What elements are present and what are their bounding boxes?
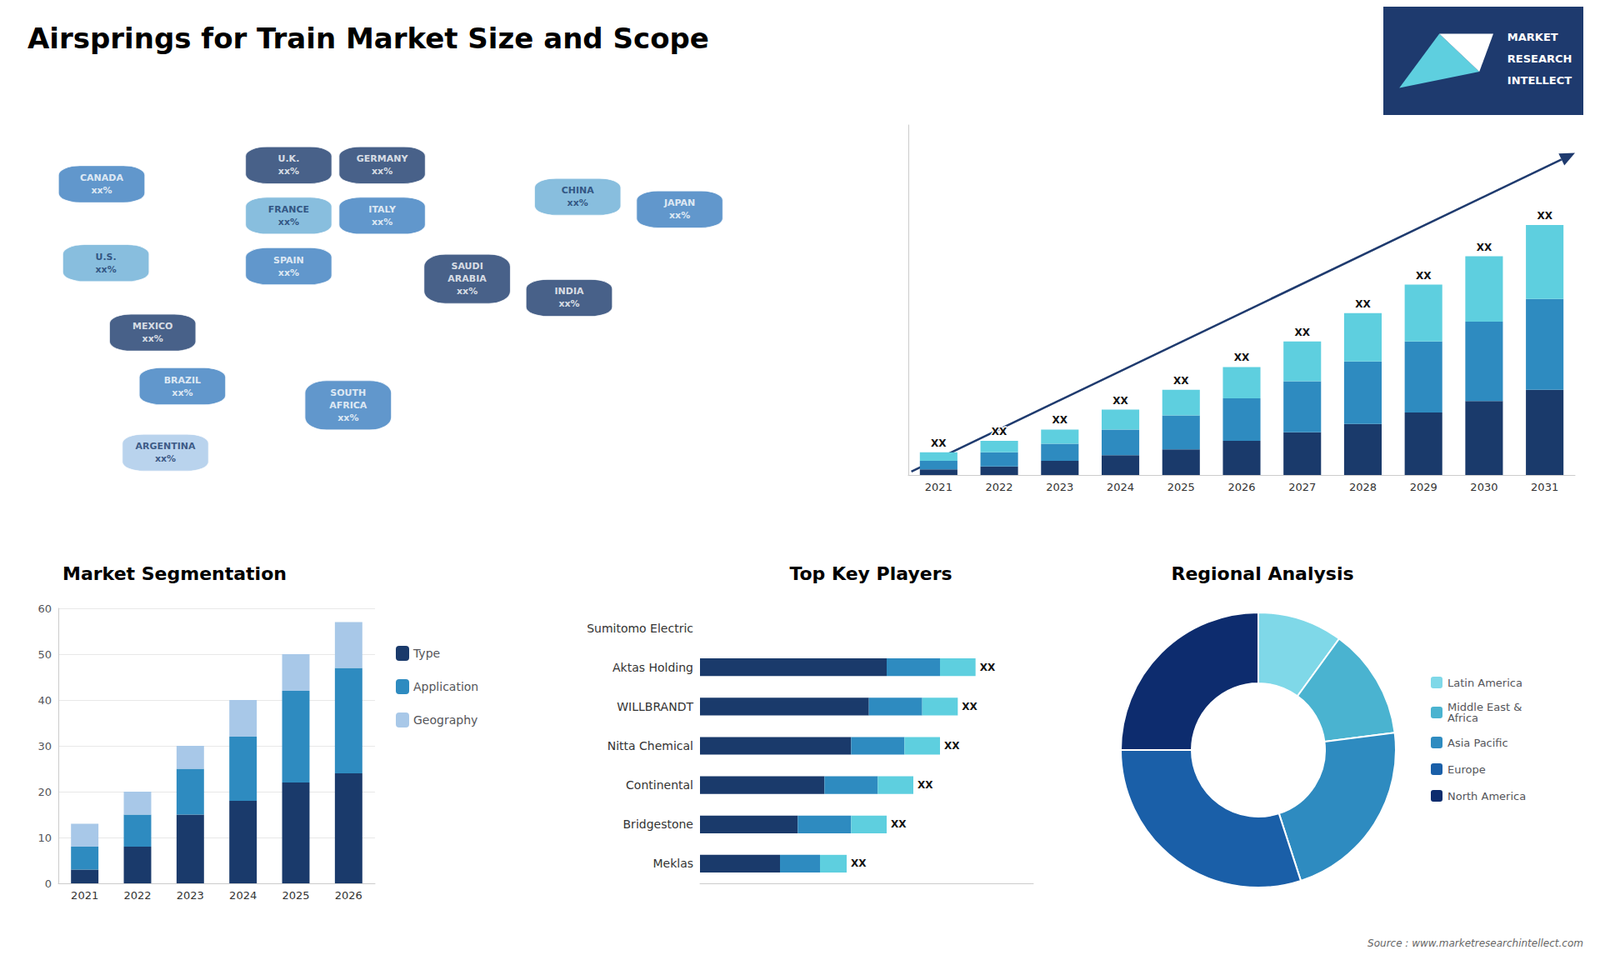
svg-text:XX: XX [991, 425, 1008, 438]
svg-text:2026: 2026 [335, 889, 363, 902]
svg-text:xx%: xx% [558, 298, 580, 310]
svg-text:xx%: xx% [142, 333, 164, 345]
svg-text:XX: XX [1355, 298, 1371, 310]
svg-text:SAUDI: SAUDI [450, 260, 483, 272]
svg-text:xx%: xx% [456, 285, 478, 297]
svg-text:2031: 2031 [1530, 480, 1559, 494]
svg-text:xx%: xx% [95, 264, 116, 275]
svg-text:RESEARCH: RESEARCH [1507, 52, 1573, 65]
svg-text:Sumitomo Electric: Sumitomo Electric [586, 621, 694, 635]
svg-text:xx%: xx% [171, 387, 193, 399]
svg-text:xx%: xx% [371, 216, 393, 228]
svg-text:xx%: xx% [278, 267, 300, 279]
svg-text:2022: 2022 [985, 480, 1014, 494]
svg-text:Africa: Africa [1447, 711, 1479, 725]
svg-text:XX: XX [1173, 375, 1190, 387]
svg-text:xx%: xx% [337, 412, 359, 424]
svg-text:Middle East &: Middle East & [1447, 700, 1522, 714]
svg-text:Market Segmentation: Market Segmentation [62, 563, 287, 585]
svg-text:SPAIN: SPAIN [273, 255, 305, 266]
svg-text:2023: 2023 [176, 889, 205, 902]
svg-text:2026: 2026 [1227, 480, 1255, 494]
svg-text:2025: 2025 [1167, 480, 1195, 494]
svg-text:xx%: xx% [278, 165, 300, 177]
svg-text:Nitta Chemical: Nitta Chemical [607, 739, 694, 753]
svg-text:2030: 2030 [1470, 480, 1498, 494]
svg-text:30: 30 [37, 740, 52, 753]
svg-text:2028: 2028 [1349, 480, 1377, 494]
svg-text:0: 0 [45, 877, 52, 890]
svg-text:Meklas: Meklas [652, 856, 694, 870]
svg-text:XX: XX [1052, 414, 1069, 426]
svg-text:CHINA: CHINA [561, 185, 595, 196]
svg-text:ARGENTINA: ARGENTINA [135, 440, 196, 452]
svg-text:XX: XX [1536, 210, 1553, 222]
svg-text:BRAZIL: BRAZIL [164, 375, 201, 386]
svg-text:ITALY: ITALY [368, 204, 397, 215]
svg-text:U.K.: U.K. [277, 153, 300, 165]
svg-text:40: 40 [37, 694, 52, 707]
svg-text:50: 50 [37, 648, 52, 661]
svg-text:Regional Analysis: Regional Analysis [1170, 563, 1354, 585]
svg-text:Bridgestone: Bridgestone [623, 817, 694, 831]
svg-text:2029: 2029 [1410, 480, 1438, 494]
svg-text:xx%: xx% [90, 185, 112, 196]
svg-text:MARKET: MARKET [1507, 30, 1559, 44]
svg-text:SOUTH: SOUTH [330, 387, 366, 399]
svg-text:XX: XX [1294, 326, 1310, 339]
svg-text:GERMANY: GERMANY [356, 153, 410, 165]
svg-text:Source : www.marketresearchint: Source : www.marketresearchintellect.com [1367, 937, 1584, 950]
svg-text:Latin America: Latin America [1447, 676, 1523, 690]
svg-text:INTELLECT: INTELLECT [1507, 74, 1572, 87]
svg-text:20: 20 [37, 785, 52, 799]
svg-text:2023: 2023 [1045, 480, 1074, 494]
svg-text:ARABIA: ARABIA [447, 273, 487, 285]
svg-text:2025: 2025 [281, 889, 310, 902]
svg-text:Geography: Geography [413, 713, 478, 727]
svg-text:XX: XX [850, 857, 867, 870]
svg-text:xx%: xx% [567, 197, 589, 209]
svg-text:Type: Type [412, 646, 440, 660]
svg-text:AFRICA: AFRICA [329, 400, 368, 411]
svg-text:XX: XX [1112, 395, 1129, 407]
svg-text:2027: 2027 [1288, 480, 1316, 494]
svg-text:INDIA: INDIA [554, 285, 585, 297]
svg-text:xx%: xx% [669, 210, 690, 221]
svg-text:xx%: xx% [278, 216, 300, 228]
svg-text:WILLBRANDT: WILLBRANDT [616, 700, 694, 714]
svg-text:xx%: xx% [155, 453, 176, 465]
svg-text:2021: 2021 [925, 480, 953, 494]
svg-text:North America: North America [1447, 790, 1526, 803]
svg-text:Application: Application [413, 680, 479, 694]
svg-text:Top Key Players: Top Key Players [789, 563, 952, 585]
svg-text:XX: XX [1415, 270, 1432, 282]
svg-text:Europe: Europe [1447, 763, 1486, 776]
svg-text:2022: 2022 [123, 889, 151, 902]
svg-text:Asia Pacific: Asia Pacific [1447, 736, 1509, 750]
svg-text:XX: XX [1234, 351, 1250, 364]
svg-text:FRANCE: FRANCE [268, 204, 310, 215]
svg-text:XX: XX [961, 700, 978, 713]
svg-text:U.S.: U.S. [95, 251, 116, 263]
svg-text:JAPAN: JAPAN [663, 197, 695, 209]
svg-text:XX: XX [1476, 241, 1493, 254]
svg-text:XX: XX [944, 740, 960, 752]
svg-text:Airsprings for Train Market Si: Airsprings for Train Market Size and Sco… [27, 21, 710, 55]
svg-text:2021: 2021 [70, 889, 99, 902]
svg-text:2024: 2024 [229, 889, 257, 902]
svg-text:xx%: xx% [371, 165, 393, 177]
svg-text:2024: 2024 [1106, 480, 1135, 494]
svg-text:Continental: Continental [625, 778, 694, 792]
svg-text:CANADA: CANADA [80, 172, 124, 184]
svg-text:10: 10 [37, 831, 52, 845]
svg-text:Aktas Holding: Aktas Holding [612, 660, 694, 675]
svg-text:XX: XX [930, 437, 947, 450]
svg-text:XX: XX [917, 779, 934, 791]
svg-text:MEXICO: MEXICO [132, 320, 173, 332]
svg-text:XX: XX [890, 818, 907, 830]
svg-text:60: 60 [37, 602, 52, 615]
svg-text:XX: XX [980, 661, 996, 674]
